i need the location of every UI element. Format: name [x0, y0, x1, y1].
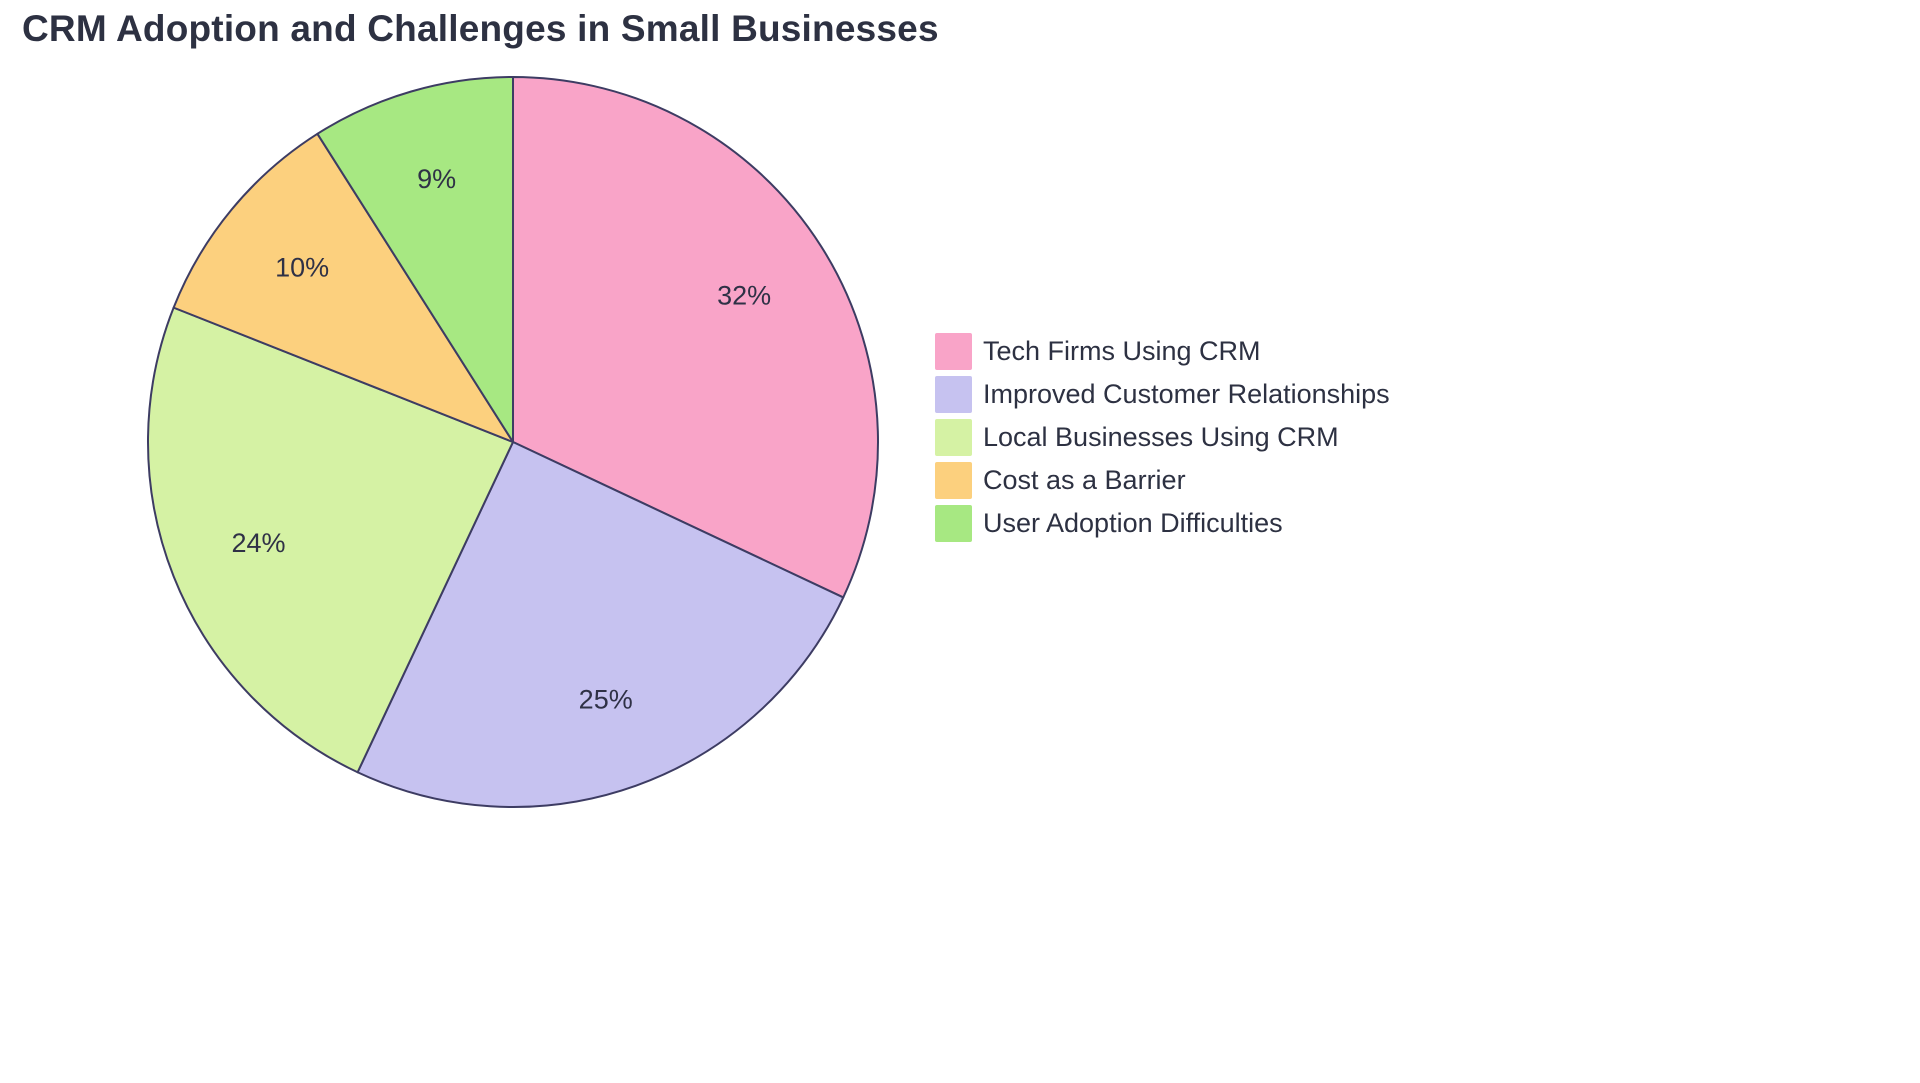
legend-label: Cost as a Barrier [983, 465, 1186, 495]
legend-label: User Adoption Difficulties [983, 508, 1283, 538]
pie-slice-3 [172, 132, 514, 443]
legend-swatch [935, 462, 972, 499]
legend-swatch [935, 505, 972, 542]
legend-label: Improved Customer Relationships [983, 379, 1390, 409]
legend-label: Local Businesses Using CRM [983, 422, 1339, 452]
slice-value-label: 24% [231, 528, 285, 558]
slice-value-label: 32% [717, 280, 771, 310]
slice-value-label: 9% [417, 164, 456, 194]
legend: Tech Firms Using CRM Improved Customer Re… [935, 330, 1390, 545]
slice-value-label: 25% [579, 685, 633, 715]
chart-title: CRM Adoption and Challenges in Small Bus… [22, 8, 939, 49]
legend-item: Local Businesses Using CRM [935, 416, 1390, 459]
pie-slice-4 [316, 76, 514, 443]
slice-value-label: 10% [275, 253, 329, 283]
pie-slice-2 [147, 306, 514, 774]
pie-slice-1 [356, 441, 845, 808]
legend-swatch [935, 419, 972, 456]
legend-item: Cost as a Barrier [935, 459, 1390, 502]
legend-swatch [935, 333, 972, 370]
legend-label: Tech Firms Using CRM [983, 336, 1261, 366]
legend-item: Tech Firms Using CRM [935, 330, 1390, 373]
pie-slice-0 [512, 76, 879, 599]
legend-item: User Adoption Difficulties [935, 502, 1390, 545]
legend-item: Improved Customer Relationships [935, 373, 1390, 416]
legend-swatch [935, 376, 972, 413]
